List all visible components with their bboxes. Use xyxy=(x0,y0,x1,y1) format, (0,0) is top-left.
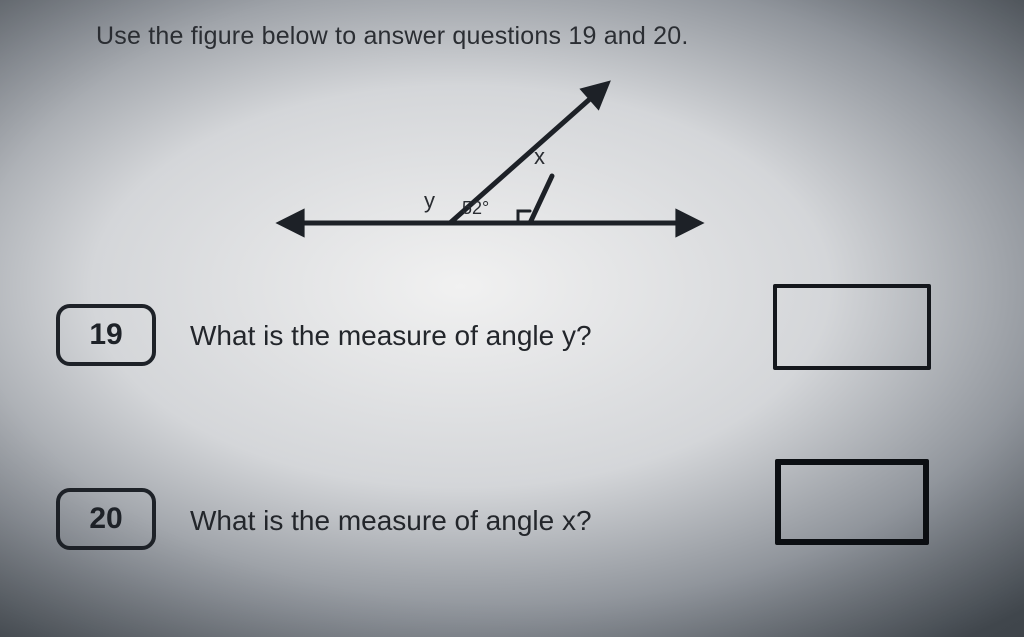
question-number-20: 20 xyxy=(56,488,156,550)
angle-figure: y 52° x xyxy=(270,78,710,248)
worksheet-page: Use the figure below to answer questions… xyxy=(0,0,1024,637)
question-number-19: 19 xyxy=(56,304,156,366)
answer-box-20[interactable] xyxy=(775,459,929,545)
instruction-text: Use the figure below to answer questions… xyxy=(96,22,689,51)
question-text-20: What is the measure of angle x? xyxy=(190,505,592,537)
svg-text:x: x xyxy=(534,144,545,169)
svg-text:y: y xyxy=(424,188,435,213)
svg-text:52°: 52° xyxy=(462,198,489,218)
answer-box-19[interactable] xyxy=(773,284,931,370)
question-text-19: What is the measure of angle y? xyxy=(190,320,592,352)
